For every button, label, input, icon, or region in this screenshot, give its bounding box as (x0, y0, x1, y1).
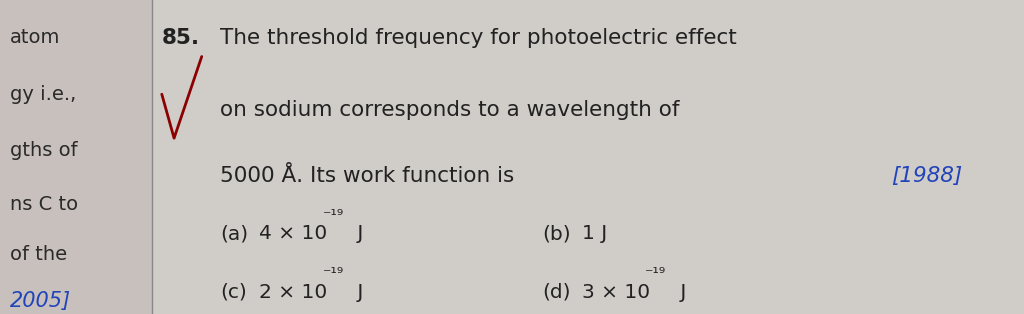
Text: ⁻¹⁹: ⁻¹⁹ (645, 266, 667, 281)
Text: on sodium corresponds to a wavelength of: on sodium corresponds to a wavelength of (220, 100, 680, 120)
Text: ns C to: ns C to (10, 195, 79, 214)
Text: 5000 Å. Its work function is: 5000 Å. Its work function is (220, 166, 514, 186)
Text: atom: atom (10, 28, 60, 47)
Text: 85.: 85. (162, 28, 200, 48)
Text: 4 × 10: 4 × 10 (259, 225, 328, 243)
Bar (0, 0, 152, 314)
Text: ⁻¹⁹: ⁻¹⁹ (323, 266, 344, 281)
Text: (d): (d) (543, 283, 571, 301)
Text: [1988]: [1988] (891, 166, 963, 186)
Text: (c): (c) (220, 283, 247, 301)
Text: 1 J: 1 J (582, 225, 607, 243)
Text: 2 × 10: 2 × 10 (259, 283, 328, 301)
Text: ⁻¹⁹: ⁻¹⁹ (323, 208, 344, 223)
Text: J: J (674, 283, 686, 301)
Text: (b): (b) (543, 225, 571, 243)
Text: gy i.e.,: gy i.e., (10, 85, 77, 104)
Text: The threshold frequency for photoelectric effect: The threshold frequency for photoelectri… (220, 28, 737, 48)
Text: of the: of the (10, 245, 68, 264)
Text: 3 × 10: 3 × 10 (582, 283, 650, 301)
Text: 2005]: 2005] (10, 291, 72, 311)
Text: (a): (a) (220, 225, 248, 243)
Text: J: J (351, 283, 364, 301)
Text: gths of: gths of (10, 141, 78, 160)
Text: J: J (351, 225, 364, 243)
